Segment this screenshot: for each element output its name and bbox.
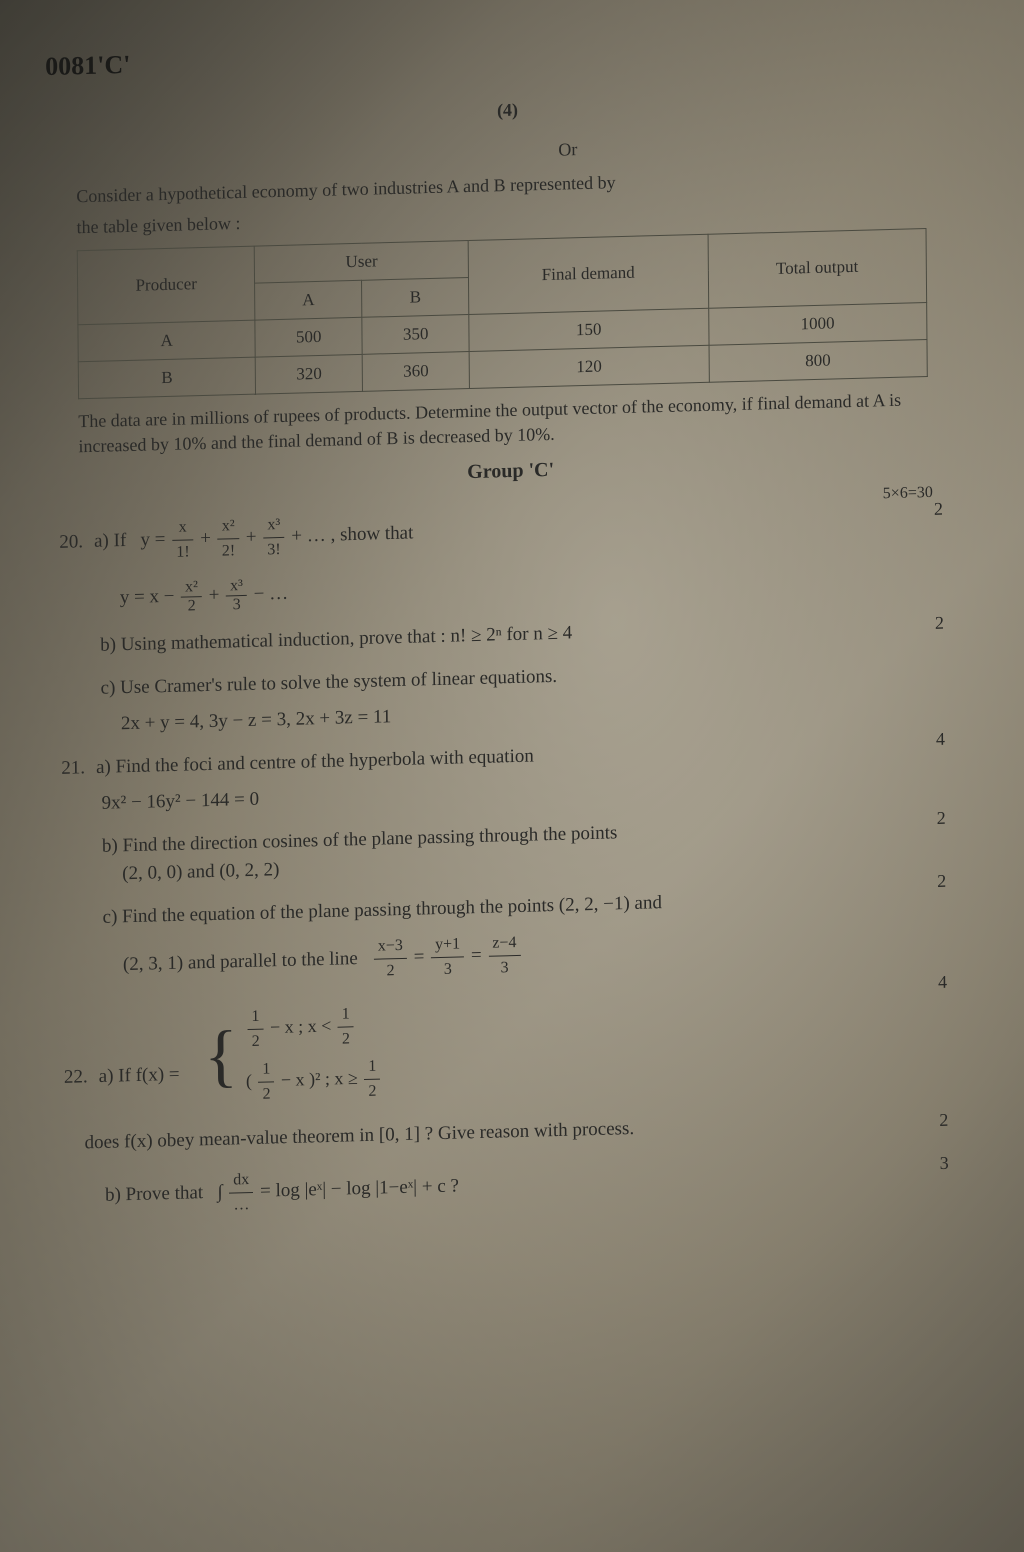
q20c-eq: 2x + y = 4, 3y − z = 3, 2x + 3z = 11	[121, 688, 975, 739]
q22-num: 22.	[64, 1063, 94, 1092]
cell: 150	[469, 308, 709, 351]
marks: 2	[935, 610, 944, 637]
q22a: 22. a) If f(x) = { 12 − x ; x < 12 ( 12 …	[63, 982, 978, 1116]
q22a-prefix: a) If f(x) =	[99, 1064, 180, 1087]
case-1: 12 − x ; x < 12	[245, 1002, 382, 1055]
total-output-header: Total output	[708, 228, 927, 308]
marks: 2	[934, 496, 943, 523]
marks: 4	[938, 969, 947, 996]
q21a: 21. a) Find the foci and centre of the h…	[61, 731, 975, 820]
cell: 1000	[708, 302, 927, 345]
q20a-suffix: , show that	[330, 523, 413, 546]
cell: 320	[255, 354, 362, 394]
q20c: c) Use Cramer's rule to solve the system…	[100, 652, 974, 740]
economy-table: Producer User Final demand Total output …	[77, 228, 928, 399]
frac: x²2!	[218, 514, 240, 564]
q20c-text: c) Use Cramer's rule to solve the system…	[101, 665, 558, 698]
q21b: b) Find the direction cosines of the pla…	[102, 810, 976, 890]
q21c: c) Find the equation of the plane passin…	[102, 881, 976, 991]
frac: y+1 3	[431, 933, 464, 983]
economy-post: The data are in millions of rupees of pr…	[78, 386, 972, 460]
row-producer: A	[78, 320, 256, 362]
frac: x³3	[226, 577, 247, 615]
user-header: User	[255, 240, 469, 283]
exam-page: 0081'C' (4) Or Consider a hypothetical e…	[45, 28, 979, 1222]
cell: 120	[469, 345, 709, 388]
cell: 360	[362, 351, 469, 391]
q20a-result: y = x − x²2 + x³3 − …	[120, 558, 974, 617]
piecewise-fn: { 12 − x ; x < 12 ( 12 − x )² ; x ≥ 12	[204, 998, 383, 1113]
q22b: b) Prove that ∫ dx … = log |eˣ| − log |1…	[105, 1149, 979, 1221]
frac: x−3 2	[374, 934, 407, 984]
brace-icon: {	[204, 1021, 238, 1092]
q22-conclusion: does f(x) obey mean-value theorem in [0,…	[84, 1106, 978, 1158]
frac: x1!	[172, 515, 194, 565]
final-demand-header: Final demand	[468, 234, 708, 314]
cell: 350	[362, 314, 469, 354]
page-number: (4)	[46, 88, 970, 133]
frac: x²2	[181, 578, 202, 616]
q21a-text: a) Find the foci and centre of the hyper…	[96, 745, 534, 777]
cell: 500	[255, 317, 362, 357]
col-b: B	[362, 277, 469, 317]
frac: x³3!	[263, 513, 285, 563]
col-a: A	[255, 280, 362, 320]
marks: 2	[937, 867, 946, 894]
frac: dx …	[229, 1168, 253, 1218]
frac: z−4 3	[488, 931, 521, 981]
q20b: b) Using mathematical induction, prove t…	[100, 609, 974, 660]
q21c-line2: (2, 3, 1) and parallel to the line x−3 2…	[123, 919, 977, 990]
q21c-text: c) Find the equation of the plane passin…	[103, 892, 662, 928]
marks: 3	[940, 1149, 949, 1176]
q20-num: 20.	[59, 528, 89, 557]
marks: 2	[939, 1107, 948, 1134]
row-producer: B	[78, 357, 256, 399]
q21-num: 21.	[61, 754, 91, 783]
q20b-text: b) Using mathematical induction, prove t…	[100, 623, 572, 656]
producer-header: Producer	[77, 246, 255, 325]
cell: 800	[709, 339, 928, 382]
q20a-prefix: a) If	[94, 530, 126, 552]
marks: 2	[937, 804, 946, 831]
case-2: ( 12 − x )² ; x ≥ 12	[246, 1055, 383, 1108]
q21a-eq: 9x² − 16y² − 144 = 0	[101, 767, 975, 818]
paper-code: 0081'C'	[45, 28, 969, 82]
marks: 4	[936, 725, 945, 752]
table-row: Producer User Final demand Total output	[77, 228, 926, 287]
